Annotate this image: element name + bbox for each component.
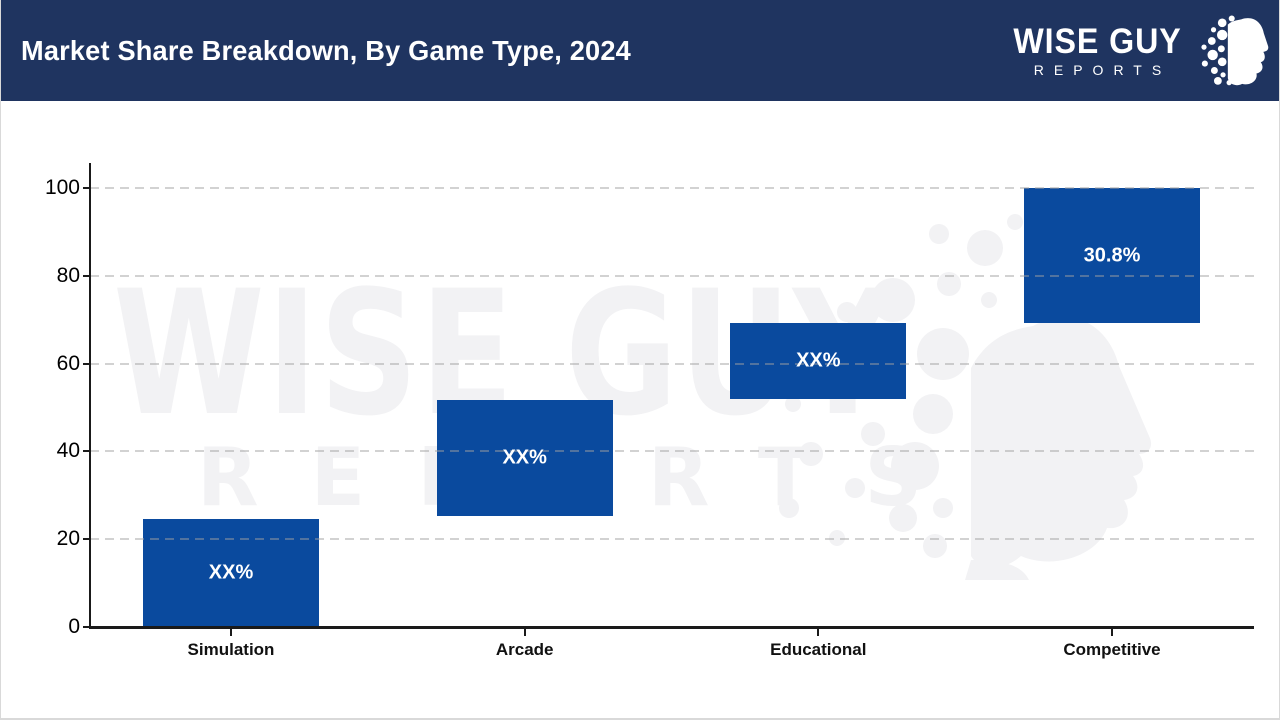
y-tick-60 [83,362,90,365]
brand-logo: WISE GUY REPORTS [1006,0,1269,101]
page-title: Market Share Breakdown, By Game Type, 20… [21,34,631,66]
brand-subtitle: REPORTS [1033,62,1172,78]
y-tick-label-100: 100 [44,176,80,199]
bar-value-label-simulation: XX% [208,561,254,584]
y-tick-80 [83,274,90,277]
y-tick-0 [83,626,90,628]
bar-competitive [1024,188,1200,324]
x-tick-educational [817,629,820,636]
bar-value-label-arcade: XX% [502,446,547,469]
x-tick-arcade [523,629,526,636]
bar-arcade [436,400,613,516]
brand-face-icon [1201,14,1269,85]
y-tick-100 [83,187,90,189]
x-category-label-educational: Educational [770,640,867,659]
y-tick-label-0: 0 [68,615,80,638]
brand-logo-text: WISE GUY REPORTS [1006,24,1189,77]
gridline-80 [90,274,1254,277]
y-tick-label-40: 40 [56,439,80,463]
x-axis-line [90,626,1254,629]
y-tick-40 [83,450,90,453]
x-category-label-competitive: Competitive [1063,640,1161,659]
gridline-40 [90,450,1254,453]
gridline-60 [90,362,1254,365]
gridline-100 [90,187,1254,189]
x-category-label-arcade: Arcade [495,640,554,659]
y-tick-label-60: 60 [56,351,80,375]
y-tick-label-20: 20 [56,527,80,551]
bar-value-label-educational: XX% [796,349,841,372]
bar-value-label-competitive: 30.8% [1083,244,1141,267]
x-category-label-simulation: Simulation [187,640,275,659]
x-tick-simulation [230,629,232,636]
y-axis-line [89,163,91,629]
y-tick-20 [83,538,90,541]
header-band: Market Share Breakdown, By Game Type, 20… [1,0,1279,101]
gridline-20 [90,538,1254,541]
x-tick-competitive [1111,629,1113,636]
bar-simulation [143,519,319,627]
brand-name: WISE GUY [1013,22,1182,61]
y-tick-label-80: 80 [56,263,80,287]
